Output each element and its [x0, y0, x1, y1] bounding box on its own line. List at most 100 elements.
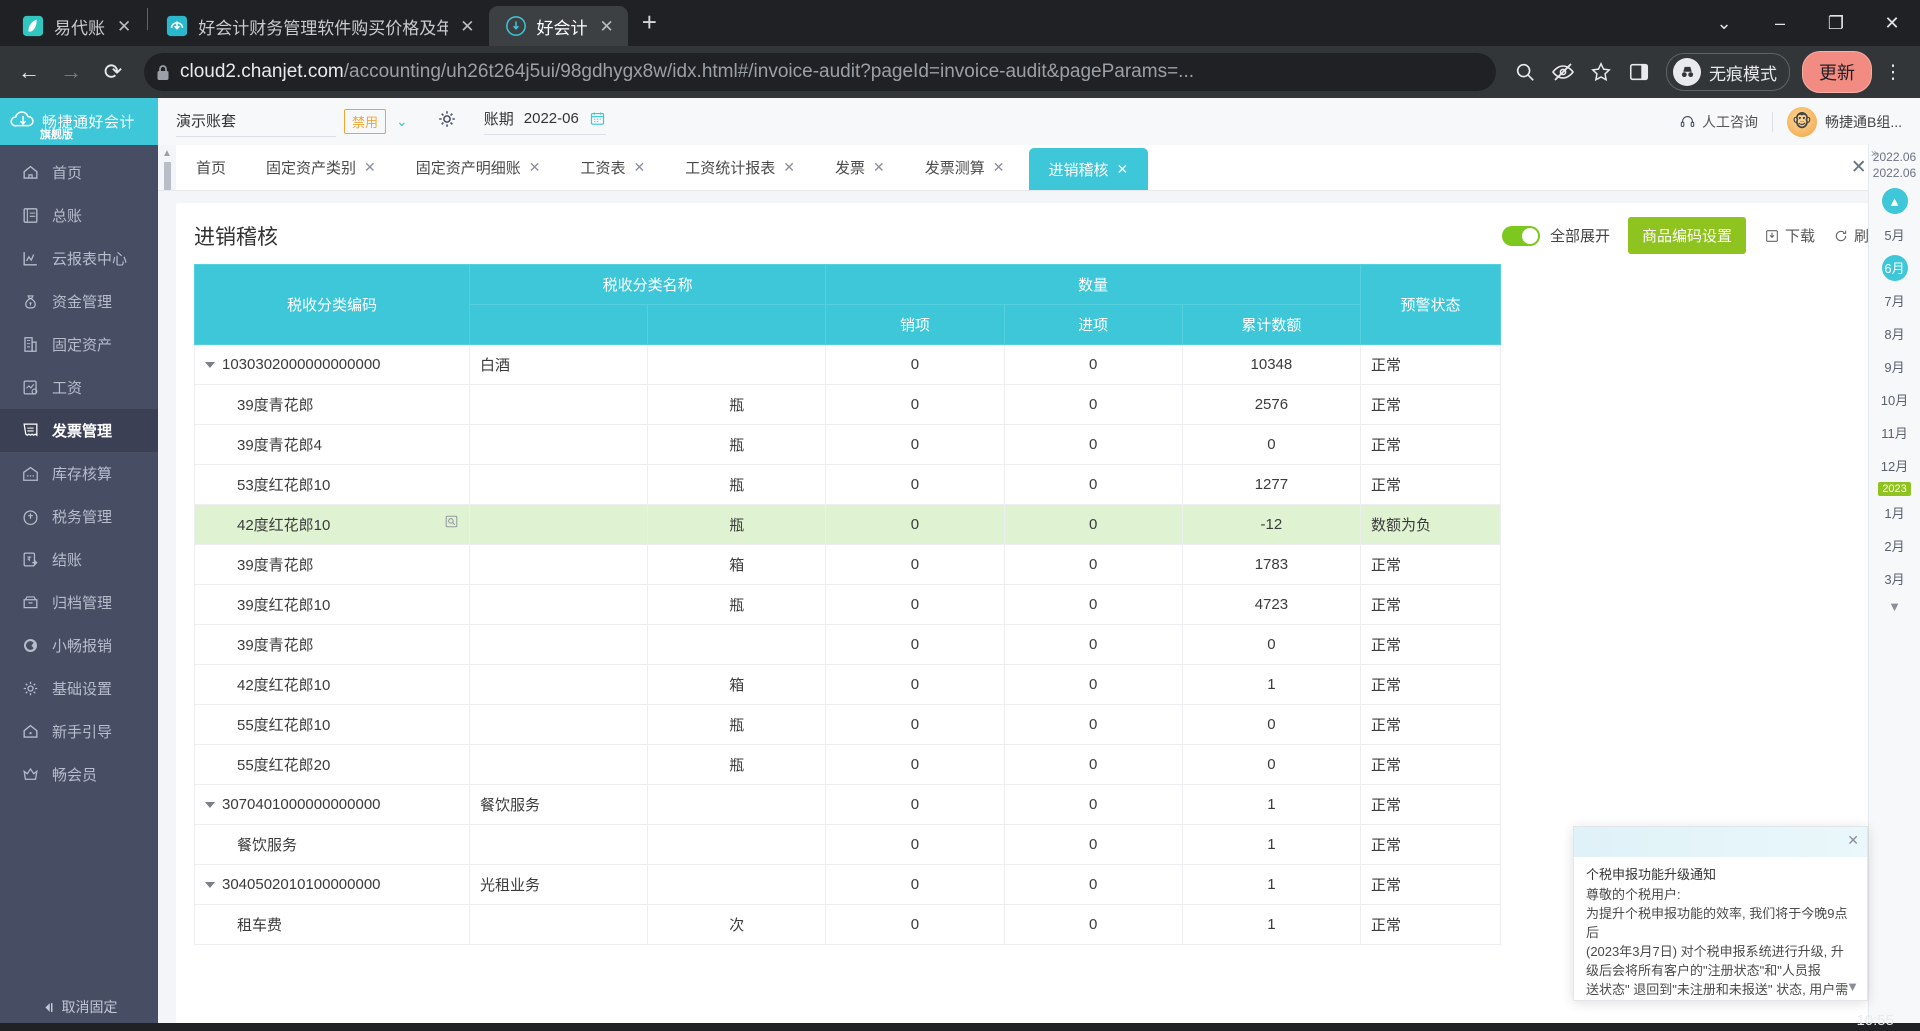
back-button[interactable]: ← — [18, 59, 40, 84]
tab-close-icon[interactable]: ✕ — [992, 159, 1005, 175]
tab-close-icon[interactable]: ✕ — [873, 159, 885, 175]
search-detail-icon[interactable] — [444, 514, 459, 532]
tab-close-icon[interactable]: ✕ — [528, 159, 541, 175]
sidebar-item-closing[interactable]: 结账 — [0, 538, 158, 581]
rail-month-10[interactable]: 10月 — [1880, 393, 1909, 408]
rail-month-next-2[interactable]: 2月 — [1884, 539, 1905, 554]
human-service-button[interactable]: 人工咨询 — [1679, 112, 1758, 132]
browser-tab-1-close[interactable]: ✕ — [117, 16, 132, 36]
update-button[interactable]: 更新 — [1802, 51, 1872, 93]
rail-month-12[interactable]: 12月 — [1880, 459, 1909, 474]
table-row[interactable]: 1030302000000000000 白酒 0 0 10348 正常 — [194, 344, 1501, 385]
rail-month-next-3[interactable]: 3月 — [1884, 572, 1905, 587]
tab-payroll-stats-report[interactable]: 工资统计报表 ✕ — [665, 145, 815, 190]
sidebar-item-inventory[interactable]: 库存核算 — [0, 452, 158, 495]
rail-month-9[interactable]: 9月 — [1884, 360, 1905, 375]
sidebar-item-cloud-reports[interactable]: 云报表中心 — [0, 237, 158, 280]
tab-asset-category[interactable]: 固定资产类别 ✕ — [246, 145, 396, 190]
reload-button[interactable]: ⟳ — [103, 59, 123, 84]
calendar-icon[interactable] — [589, 110, 606, 127]
close-icon[interactable]: ✕ — [1850, 157, 1867, 178]
tab-close-icon[interactable]: ✕ — [364, 159, 376, 175]
table-row[interactable]: 39度青花郎4 瓶 0 0 0 正常 — [194, 424, 1501, 465]
rail-month-next-1[interactable]: 1月 — [1884, 506, 1905, 521]
browser-tab-2-close[interactable]: ✕ — [460, 16, 475, 36]
th-sale[interactable]: 销项 — [825, 304, 1005, 345]
eye-off-icon[interactable] — [1546, 55, 1580, 89]
sidebar-item-payroll[interactable]: 工资 — [0, 366, 158, 409]
tab-asset-detail-ledger[interactable]: 固定资产明细账 ✕ — [396, 145, 561, 190]
tab-close-icon[interactable]: ✕ — [1116, 160, 1129, 177]
rail-month-6[interactable]: 6月 — [1869, 251, 1920, 284]
sidebar-item-invoice-management[interactable]: 发票管理 — [0, 409, 158, 452]
browser-tab-2[interactable]: 好会计财务管理软件购买价格及年 ✕ — [150, 6, 489, 46]
gear-icon[interactable] — [436, 108, 458, 135]
table-row[interactable]: 3070401000000000000 餐饮服务 0 0 1 正常 — [194, 784, 1501, 825]
address-bar[interactable]: cloud2.chanjet.com/accounting/uh26t264j5… — [144, 53, 1496, 91]
rail-period-1[interactable]: 2022.06 — [1872, 150, 1917, 164]
collapse-caret-icon[interactable] — [205, 802, 215, 809]
sidebar-item-ledger[interactable]: 总账 — [0, 194, 158, 237]
table-row[interactable]: 42度红花郎10 瓶 0 0 -12 — [194, 504, 1501, 545]
tab-close-icon[interactable]: ✕ — [633, 159, 646, 175]
window-minimize-button[interactable]: – — [1774, 12, 1785, 33]
table-row[interactable]: 39度红花郎10 瓶 0 0 4723 正常 — [194, 584, 1501, 625]
table-row[interactable]: 3040502010100000000 光租业务 0 0 1 正常 — [194, 864, 1501, 905]
new-tab-button[interactable]: + — [641, 7, 657, 37]
sidebar-item-home[interactable]: 首页 — [0, 151, 158, 194]
rail-month-5[interactable]: 5月 — [1884, 228, 1905, 243]
table-row[interactable]: 55度红花郎20 瓶 0 0 0 正常 — [194, 744, 1501, 785]
expand-right-icon[interactable]: » — [1871, 146, 1878, 160]
window-maximize-button[interactable]: ❐ — [1827, 12, 1845, 33]
accounting-period[interactable]: 账期 2022-06 — [483, 108, 606, 135]
chrome-menu-icon[interactable]: ⋮ — [1883, 61, 1903, 83]
expand-all-toggle[interactable] — [1501, 225, 1540, 246]
window-menu-button[interactable]: ⌄ — [1716, 12, 1732, 33]
tab-payroll-sheet[interactable]: 工资表 ✕ — [561, 145, 666, 190]
th-tax-code[interactable]: 税收分类编码 — [194, 264, 470, 345]
table-row[interactable]: 39度青花郎 箱 0 0 1783 正常 — [194, 544, 1501, 585]
tab-invoice[interactable]: 发票 ✕ — [815, 145, 905, 190]
sidebar-item-guide[interactable]: 新手引导 — [0, 710, 158, 753]
table-row[interactable]: 租车费 次 0 0 1 正常 — [194, 904, 1501, 945]
rail-month-11[interactable]: 11月 — [1881, 426, 1908, 441]
account-set-name[interactable]: 演示账套 — [176, 106, 336, 137]
zoom-icon[interactable] — [1508, 55, 1542, 89]
table-row[interactable]: 55度红花郎10 瓶 0 0 0 正常 — [194, 704, 1501, 745]
rail-month-8[interactable]: 8月 — [1884, 327, 1905, 342]
th-warn-status[interactable]: 预警状态 — [1360, 264, 1501, 345]
tab-invoice-audit[interactable]: 进销稽核 ✕ — [1028, 148, 1149, 190]
cell-code[interactable]: 3070401000000000000 — [194, 784, 470, 825]
forward-button[interactable]: → — [60, 59, 82, 84]
browser-tab-3[interactable]: 好会计 ✕ — [488, 6, 628, 46]
table-row[interactable]: 餐饮服务 0 0 1 正常 — [194, 824, 1501, 865]
browser-tab-1[interactable]: 易代账 ✕ — [6, 6, 146, 46]
sidebar-item-fixed-assets[interactable]: 固定资产 — [0, 323, 158, 366]
tab-invoice-estimate[interactable]: 发票测算 ✕ — [905, 145, 1025, 190]
chevron-down-icon[interactable]: ⌄ — [396, 113, 408, 129]
toast-close-icon[interactable]: ✕ — [1847, 832, 1859, 848]
window-close-button[interactable]: ✕ — [1884, 12, 1900, 33]
browser-tab-3-close[interactable]: ✕ — [599, 16, 614, 36]
table-row[interactable]: 39度青花郎 0 0 0 正常 — [194, 624, 1501, 665]
rail-scroll-up-button[interactable]: ▲ — [1881, 188, 1908, 214]
scrollbar-thumb[interactable] — [163, 162, 171, 190]
sidepanel-icon[interactable] — [1622, 55, 1656, 89]
sidebar-item-archive[interactable]: 归档管理 — [0, 581, 158, 624]
cell-code[interactable]: 1030302000000000000 — [194, 344, 470, 385]
star-icon[interactable] — [1584, 55, 1618, 89]
collapse-caret-icon[interactable] — [205, 362, 215, 369]
rail-month-7[interactable]: 7月 — [1884, 294, 1905, 309]
collapse-caret-icon[interactable] — [205, 882, 215, 889]
user-menu[interactable]: 🐵 畅捷通B组... — [1786, 106, 1902, 137]
th-tax-name[interactable]: 税收分类名称 — [468, 264, 827, 305]
table-scroll-container[interactable]: 税收分类编码 税收分类名称 数量 预警状态 销项 进项 — [176, 264, 1902, 1031]
tab-home[interactable]: 首页 — [176, 145, 246, 190]
cell-code[interactable]: 3040502010100000000 — [194, 864, 470, 905]
rail-period-2[interactable]: 2022.06 — [1872, 166, 1917, 180]
sidebar-item-funds[interactable]: 资金管理 — [0, 280, 158, 323]
sidebar-item-tax[interactable]: 税务管理 — [0, 495, 158, 538]
tab-close-icon[interactable]: ✕ — [783, 159, 796, 175]
table-row[interactable]: 53度红花郎10 瓶 0 0 1277 正常 — [194, 464, 1501, 505]
toast-scroll-down-icon[interactable]: ▼ — [1846, 979, 1859, 994]
